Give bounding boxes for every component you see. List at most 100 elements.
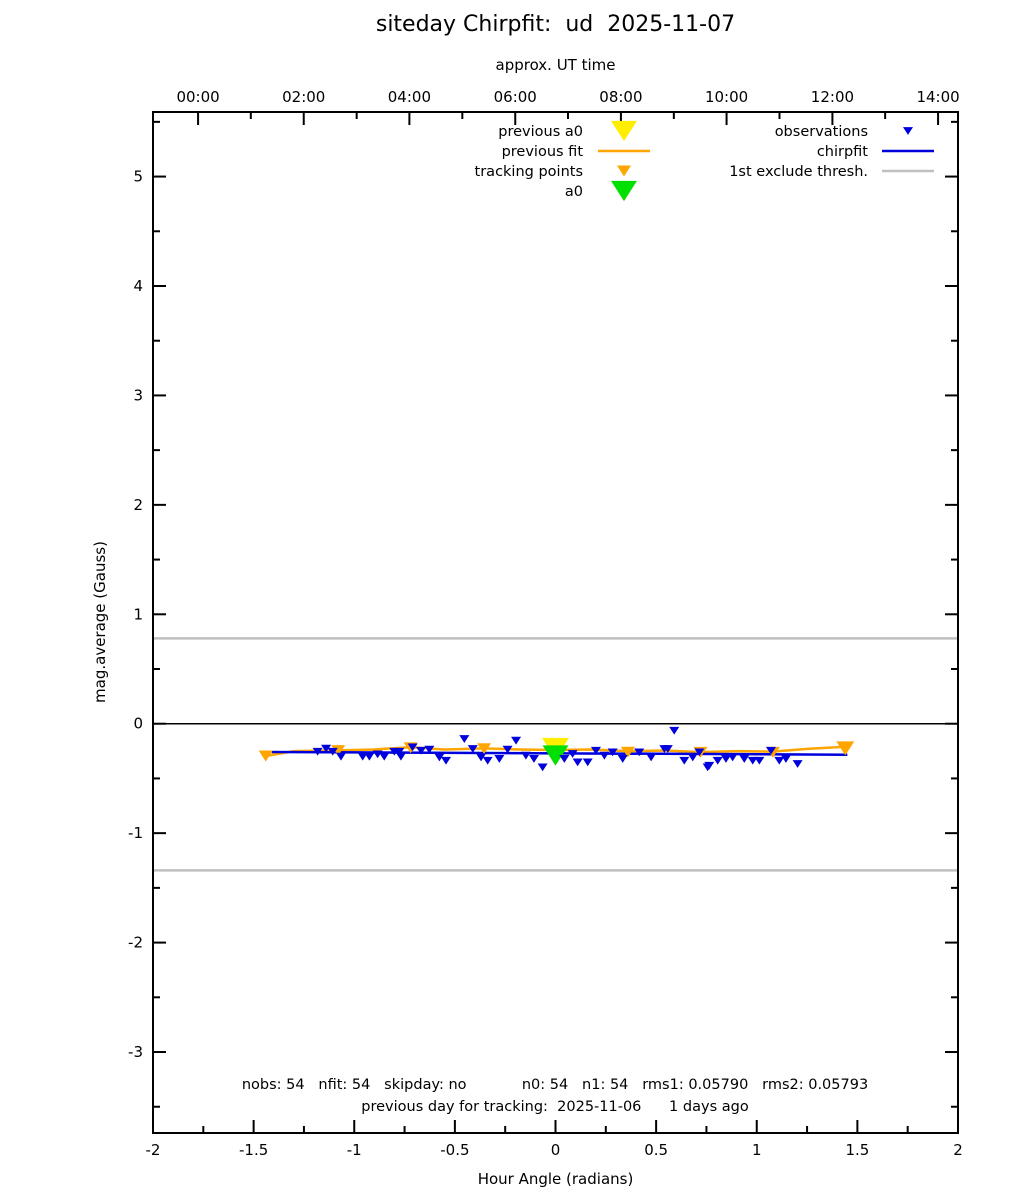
y-tick-label: 0 bbox=[133, 715, 143, 733]
y-tick-label: 5 bbox=[133, 168, 143, 186]
top-tick-label: 04:00 bbox=[388, 88, 431, 106]
x-tick-label: -1.5 bbox=[239, 1141, 268, 1159]
triangle-marker bbox=[607, 748, 618, 757]
x-tick-label: 0.5 bbox=[644, 1141, 668, 1159]
x-tick-label: 2 bbox=[953, 1141, 963, 1159]
triangle-marker bbox=[599, 751, 610, 760]
legend-label: chirpfit bbox=[817, 144, 868, 160]
triangle-marker bbox=[720, 755, 731, 763]
triangle-marker bbox=[792, 760, 803, 768]
triangle-marker bbox=[364, 752, 375, 761]
triangle-marker bbox=[335, 752, 346, 761]
legend-label: 1st exclude thresh. bbox=[729, 164, 868, 180]
triangle-marker bbox=[327, 747, 338, 756]
triangle-marker bbox=[754, 756, 765, 765]
triangle-marker bbox=[542, 745, 569, 766]
triangle-marker bbox=[712, 756, 723, 765]
triangle-marker bbox=[441, 756, 452, 765]
triangle-marker bbox=[611, 180, 637, 202]
triangle-marker bbox=[687, 753, 698, 762]
triangle-marker bbox=[482, 756, 493, 765]
triangle-marker bbox=[567, 750, 578, 758]
triangle-marker bbox=[727, 753, 738, 762]
triangle-marker bbox=[394, 747, 405, 756]
triangle-marker bbox=[416, 746, 427, 755]
top-tick-label: 02:00 bbox=[282, 88, 325, 106]
triangle-marker bbox=[258, 750, 273, 762]
x-tick-label: -1 bbox=[347, 1141, 362, 1159]
triangle-marker bbox=[780, 755, 791, 763]
triangle-marker bbox=[494, 755, 505, 763]
triangle-marker bbox=[617, 165, 631, 177]
top-tick-label: 10:00 bbox=[705, 88, 748, 106]
top-tick-label: 14:00 bbox=[916, 88, 959, 106]
triangle-marker bbox=[477, 743, 492, 755]
triangle-marker bbox=[903, 127, 913, 135]
x-tick-label: 1 bbox=[752, 1141, 762, 1159]
legend-label: previous a0 bbox=[498, 124, 583, 140]
triangle-marker bbox=[774, 756, 785, 765]
triangle-marker bbox=[357, 752, 368, 761]
triangle-marker bbox=[467, 745, 478, 753]
triangle-marker bbox=[537, 763, 548, 772]
triangle-marker bbox=[331, 745, 346, 756]
triangle-marker bbox=[620, 746, 635, 758]
triangle-marker bbox=[511, 736, 522, 745]
triangle-marker bbox=[321, 744, 332, 753]
triangle-marker bbox=[528, 755, 539, 763]
triangle-marker bbox=[407, 743, 418, 752]
y-tick-label: 4 bbox=[133, 277, 143, 295]
y-tick-label: 3 bbox=[133, 386, 143, 404]
series-scatter-observations bbox=[312, 726, 803, 772]
x-tick-label: 0 bbox=[551, 1141, 561, 1159]
triangle-marker bbox=[572, 758, 583, 767]
legend bbox=[598, 120, 934, 202]
top-tick-label: 12:00 bbox=[811, 88, 854, 106]
triangle-marker bbox=[312, 747, 323, 756]
triangle-marker bbox=[704, 761, 715, 770]
triangle-marker bbox=[372, 750, 383, 759]
legend-label: a0 bbox=[565, 184, 583, 200]
triangle-marker bbox=[502, 745, 513, 754]
triangle-marker bbox=[766, 746, 777, 755]
stats-line-1: nobs: 54 nfit: 54 skipday: no n0: 54 n1:… bbox=[241, 1077, 869, 1093]
triangle-marker bbox=[646, 753, 657, 762]
axis-ticks bbox=[152, 112, 959, 1133]
triangle-marker bbox=[747, 756, 758, 765]
page-title: siteday Chirpfit: ud 2025-11-07 bbox=[375, 12, 736, 37]
legend-label: previous fit bbox=[502, 144, 584, 160]
triangle-marker bbox=[836, 741, 855, 756]
y-tick-label: 1 bbox=[133, 605, 143, 623]
triangle-marker bbox=[662, 745, 673, 753]
top-axis-title: approx. UT time bbox=[495, 56, 616, 74]
y-tick-label: -2 bbox=[128, 934, 143, 952]
triangle-marker bbox=[669, 726, 680, 735]
y-axis-title: mag.average (Gauss) bbox=[91, 541, 109, 703]
triangle-marker bbox=[590, 746, 601, 755]
x-tick-label: -2 bbox=[146, 1141, 161, 1159]
plot-border bbox=[152, 111, 959, 1134]
triangle-marker bbox=[694, 748, 705, 757]
triangle-marker bbox=[582, 758, 593, 767]
triangle-marker bbox=[611, 120, 637, 142]
triangle-marker bbox=[395, 752, 406, 761]
stats-line-2: previous day for tracking: 2025-11-06 1 … bbox=[361, 1099, 749, 1115]
triangle-marker bbox=[617, 755, 628, 763]
triangle-marker bbox=[379, 752, 390, 761]
series-exclude-threshold bbox=[153, 637, 958, 872]
series-scatter-a0 bbox=[542, 745, 569, 766]
x-tick-label: 1.5 bbox=[845, 1141, 869, 1159]
triangle-marker bbox=[476, 753, 487, 762]
legend-label: observations bbox=[775, 124, 868, 140]
y-tick-label: 2 bbox=[133, 496, 143, 514]
triangle-marker bbox=[424, 745, 435, 754]
legend-label: tracking points bbox=[475, 164, 583, 180]
y-tick-label: -1 bbox=[128, 824, 143, 842]
triangle-marker bbox=[634, 748, 645, 757]
triangle-marker bbox=[520, 751, 531, 760]
triangle-marker bbox=[679, 756, 690, 765]
top-tick-label: 00:00 bbox=[176, 88, 219, 106]
triangle-marker bbox=[434, 753, 445, 762]
